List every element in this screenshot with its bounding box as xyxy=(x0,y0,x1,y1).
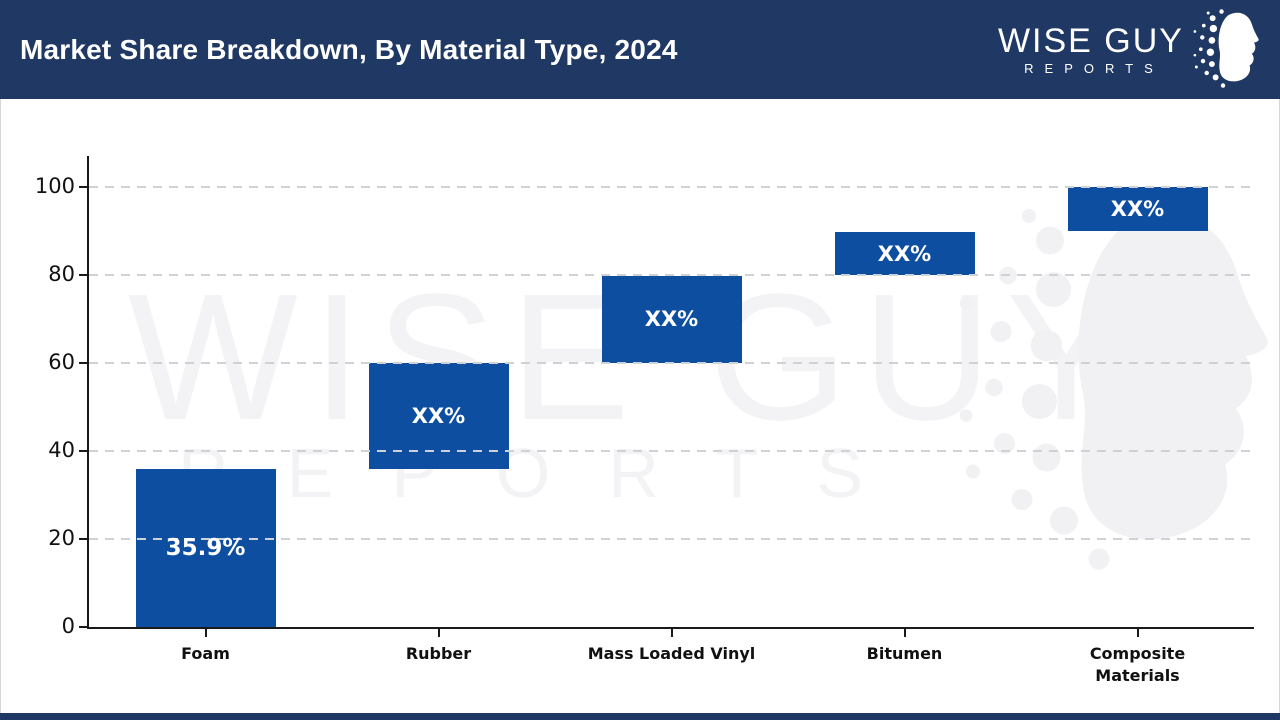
bar-value-label: XX% xyxy=(877,241,932,266)
bar-segment xyxy=(834,232,975,276)
chart-title: Market Share Breakdown, By Material Type… xyxy=(20,33,678,65)
x-axis xyxy=(87,627,1254,629)
bar-value-label: XX% xyxy=(411,404,466,429)
y-gridline xyxy=(89,274,1254,276)
footer-strip xyxy=(0,713,1280,720)
bar-segment xyxy=(601,275,742,363)
x-tick-mark xyxy=(1136,629,1139,637)
x-category-label: Rubber xyxy=(405,644,472,663)
y-tick-label: 40 xyxy=(48,438,75,462)
x-category-label: Foam xyxy=(181,644,230,663)
y-gridline xyxy=(89,538,1254,540)
y-tick-label: 100 xyxy=(34,174,75,198)
bar-value-label: 35.9% xyxy=(165,535,246,561)
y-tick-mark xyxy=(79,186,87,188)
y-tick-label: 60 xyxy=(48,350,75,374)
y-tick-mark xyxy=(79,538,87,540)
logo-face-icon xyxy=(1193,8,1259,88)
y-tick-mark xyxy=(79,362,87,364)
bar-segment xyxy=(1067,187,1208,232)
y-tick-mark xyxy=(79,450,87,452)
wiseguy-logo: WISE GUY REPORTS xyxy=(998,8,1260,91)
bar-segment xyxy=(135,469,276,627)
logo-subtext: REPORTS xyxy=(1024,60,1164,76)
y-axis xyxy=(87,156,89,629)
y-gridline xyxy=(89,450,1254,452)
x-tick-mark xyxy=(437,629,440,637)
x-category-label: Mass Loaded Vinyl xyxy=(587,644,756,663)
logo-wordmark: WISE GUY xyxy=(997,21,1184,60)
x-tick-mark xyxy=(670,629,673,637)
logo-text: WISE GUY REPORTS xyxy=(998,24,1184,76)
header-bar: Market Share Breakdown, By Material Type… xyxy=(0,0,1280,99)
y-gridline xyxy=(89,186,1254,188)
x-category-label: Composite Materials xyxy=(1089,644,1186,685)
bar-value-label: XX% xyxy=(644,307,699,332)
x-tick-mark xyxy=(204,629,207,637)
y-tick-label: 80 xyxy=(48,262,75,286)
x-tick-mark xyxy=(903,629,906,637)
y-gridline xyxy=(89,362,1254,364)
y-tick-label: 0 xyxy=(61,614,75,638)
y-tick-mark xyxy=(79,274,87,276)
y-tick-mark xyxy=(79,626,87,628)
x-category-label: Bitumen xyxy=(866,644,943,663)
y-tick-label: 20 xyxy=(48,526,75,550)
bar-value-label: XX% xyxy=(1110,197,1165,222)
watermark-subtext: REPORTS xyxy=(178,434,922,512)
